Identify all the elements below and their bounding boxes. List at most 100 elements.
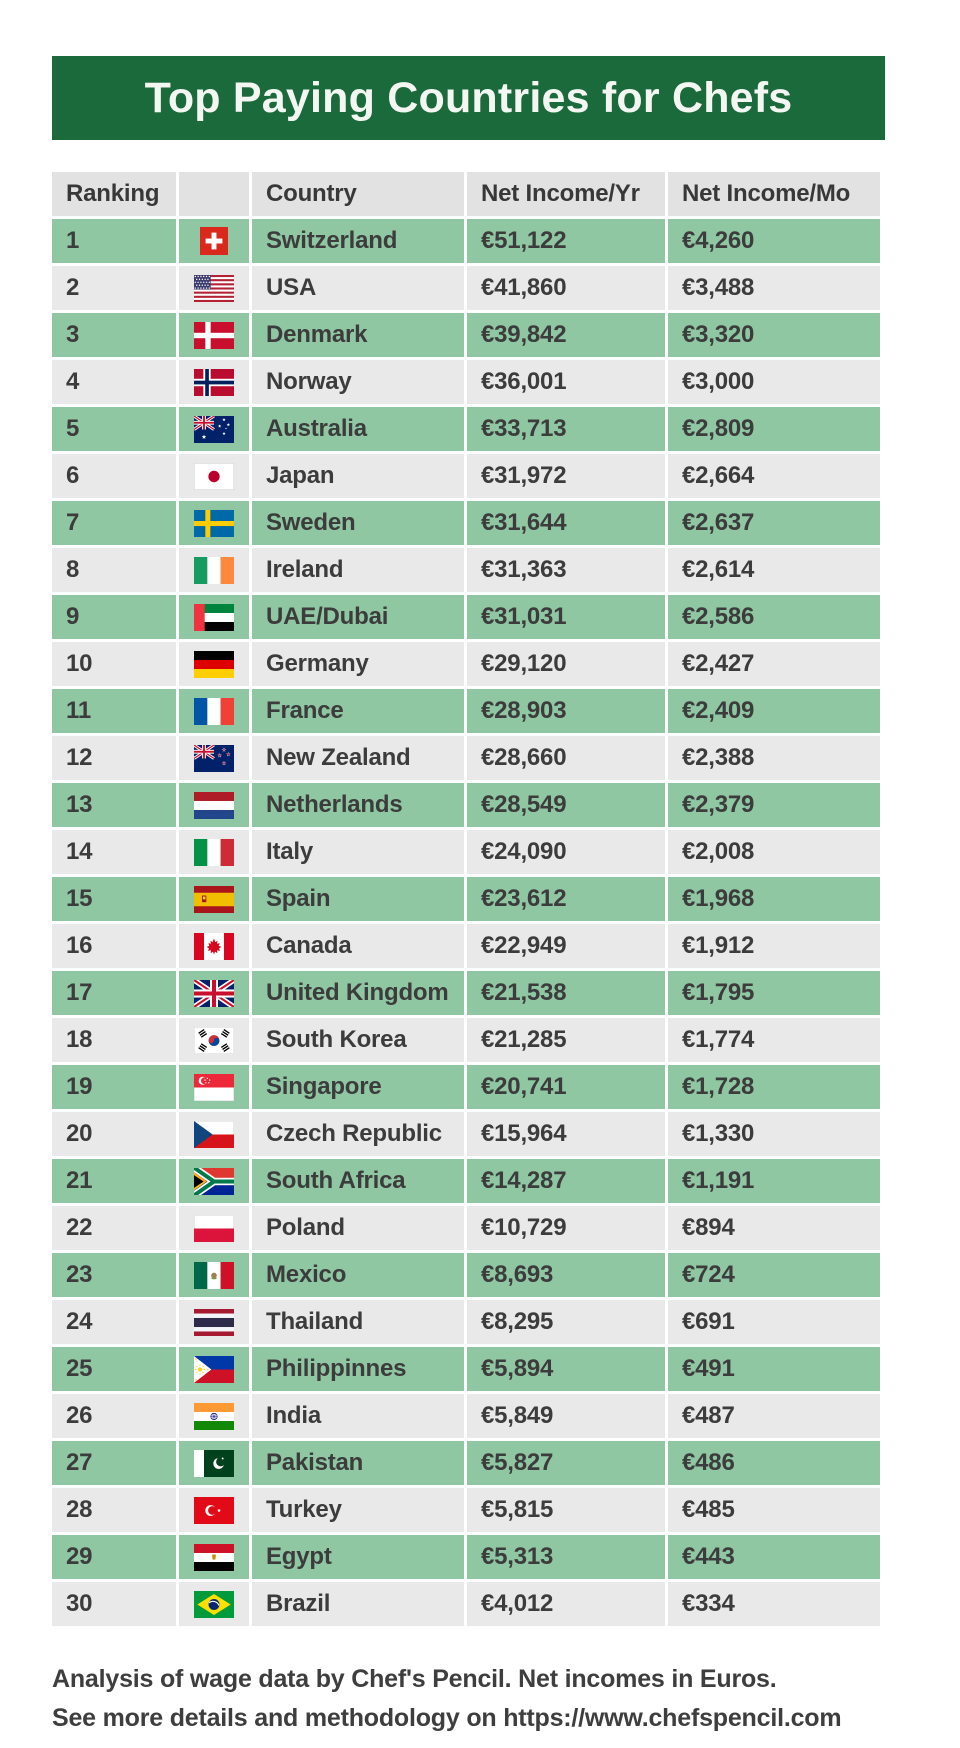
rank-cell: 21 [52,1159,176,1203]
country-cell: Egypt [252,1535,464,1579]
net-income-mo-cell: €1,191 [668,1159,880,1203]
net-income-mo-cell: €1,968 [668,877,880,921]
table-row: 14 Italy €24,090 €2,008 [52,830,880,874]
flag-cell [179,1582,249,1626]
flag-spain-icon [194,885,234,913]
footer-note: Analysis of wage data by Chef's Pencil. … [52,1665,777,1693]
net-income-yr-cell: €20,741 [467,1065,665,1109]
net-income-mo-cell: €2,379 [668,783,880,827]
net-income-mo-cell: €2,388 [668,736,880,780]
table-body: 1 Switzerland €51,122 €4,260 2 USA €41,860 €3,4… [52,219,880,1626]
net-income-mo-cell: €894 [668,1206,880,1250]
flag-cell [179,830,249,874]
flag-netherlands-icon [194,791,234,819]
net-income-mo-cell: €3,488 [668,266,880,310]
flag-uae-icon [194,603,234,631]
table-row: 1 Switzerland €51,122 €4,260 [52,219,880,263]
rank-cell: 9 [52,595,176,639]
net-income-mo-cell: €3,320 [668,313,880,357]
net-income-yr-cell: €4,012 [467,1582,665,1626]
country-cell: Turkey [252,1488,464,1532]
table-row: 27 Pakistan €5,827 €486 [52,1441,880,1485]
rank-cell: 23 [52,1253,176,1297]
country-cell: Poland [252,1206,464,1250]
flag-cell [179,924,249,968]
rank-cell: 7 [52,501,176,545]
country-cell: Czech Republic [252,1112,464,1156]
net-income-yr-cell: €21,538 [467,971,665,1015]
country-cell: USA [252,266,464,310]
net-income-mo-cell: €2,586 [668,595,880,639]
country-cell: Philippinnes [252,1347,464,1391]
rank-cell: 17 [52,971,176,1015]
table-row: 17 United Kingdom €21,538 €1,795 [52,971,880,1015]
table-row: 30 Brazil €4,012 €334 [52,1582,880,1626]
rank-cell: 8 [52,548,176,592]
table-row: 9 UAE/Dubai €31,031 €2,586 [52,595,880,639]
country-cell: Denmark [252,313,464,357]
rank-cell: 5 [52,407,176,451]
net-income-mo-cell: €691 [668,1300,880,1344]
rank-cell: 30 [52,1582,176,1626]
table-row: 10 Germany €29,120 €2,427 [52,642,880,686]
flag-cell [179,1253,249,1297]
net-income-mo-cell: €1,728 [668,1065,880,1109]
column-header-net-income-yr: Net Income/Yr [467,172,665,216]
flag-ireland-icon [194,556,234,584]
net-income-yr-cell: €21,285 [467,1018,665,1062]
footer: Analysis of wage data by Chef's Pencil. … [52,1660,912,1738]
rank-cell: 10 [52,642,176,686]
rank-cell: 12 [52,736,176,780]
flag-new-zealand-icon [194,744,234,772]
table-row: 12 New Zealand €28,660 €2,388 [52,736,880,780]
flag-cell [179,971,249,1015]
rank-cell: 19 [52,1065,176,1109]
net-income-mo-cell: €2,008 [668,830,880,874]
flag-cell [179,360,249,404]
flag-mexico-icon [194,1261,234,1289]
rank-cell: 27 [52,1441,176,1485]
flag-australia-icon [194,415,234,443]
rank-cell: 16 [52,924,176,968]
flag-cell [179,689,249,733]
net-income-mo-cell: €1,774 [668,1018,880,1062]
country-cell: Japan [252,454,464,498]
net-income-mo-cell: €2,614 [668,548,880,592]
flag-cell [179,1112,249,1156]
country-cell: Singapore [252,1065,464,1109]
net-income-yr-cell: €41,860 [467,266,665,310]
table-row: 11 France €28,903 €2,409 [52,689,880,733]
net-income-mo-cell: €487 [668,1394,880,1438]
page-title: Top Paying Countries for Chefs [144,73,793,122]
table-row: 26 India €5,849 €487 [52,1394,880,1438]
rank-cell: 4 [52,360,176,404]
flag-pakistan-icon [194,1449,234,1477]
flag-philippines-icon [194,1355,234,1383]
flag-cell [179,1394,249,1438]
flag-india-icon [194,1402,234,1430]
flag-cell [179,219,249,263]
table-row: 20 Czech Republic €15,964 €1,330 [52,1112,880,1156]
net-income-yr-cell: €39,842 [467,313,665,357]
country-cell: France [252,689,464,733]
net-income-yr-cell: €15,964 [467,1112,665,1156]
net-income-mo-cell: €443 [668,1535,880,1579]
rank-cell: 22 [52,1206,176,1250]
flag-switzerland-icon [200,227,228,255]
flag-denmark-icon [194,321,234,349]
net-income-yr-cell: €28,549 [467,783,665,827]
rank-cell: 29 [52,1535,176,1579]
footer-source: See more details and methodology on http… [52,1704,842,1732]
net-income-yr-cell: €29,120 [467,642,665,686]
country-cell: India [252,1394,464,1438]
flag-cell [179,1535,249,1579]
flag-usa-icon [194,274,234,302]
net-income-mo-cell: €1,795 [668,971,880,1015]
flag-brazil-icon [194,1590,234,1618]
flag-canada-icon [194,932,234,960]
net-income-mo-cell: €1,912 [668,924,880,968]
table-row: 23 Mexico €8,693 €724 [52,1253,880,1297]
net-income-yr-cell: €31,363 [467,548,665,592]
rank-cell: 13 [52,783,176,827]
table-row: 19 Singapore €20,741 €1,728 [52,1065,880,1109]
